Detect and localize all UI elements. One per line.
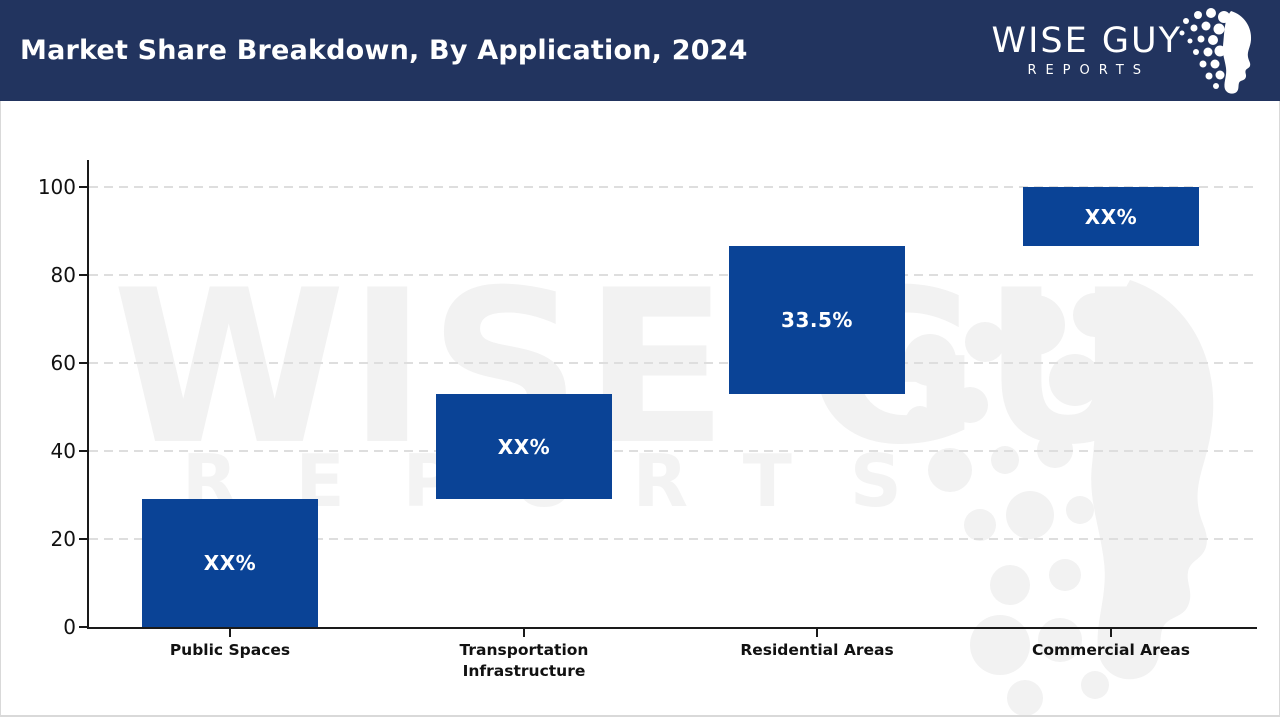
brand-subname: REPORTS [1027, 62, 1151, 78]
bar-segment: XX% [436, 393, 612, 500]
x-category-label: Transportation Infrastructure [459, 641, 589, 680]
y-tick [79, 362, 87, 364]
x-tick [523, 629, 525, 637]
y-tick-label: 60 [50, 351, 76, 375]
gridline [89, 186, 1256, 188]
x-category-label: Public Spaces [169, 641, 291, 659]
y-tick [79, 274, 87, 276]
bar-segment: XX% [1023, 187, 1199, 247]
x-category-label: Residential Areas [740, 641, 894, 659]
x-tick [229, 629, 231, 637]
y-tick-label: 20 [50, 527, 76, 551]
brand-logo-text: WISE GUY REPORTS [991, 20, 1182, 78]
page-border-bottom [0, 715, 1280, 717]
gridline [89, 274, 1256, 276]
x-category-label: Commercial Areas [1032, 641, 1190, 659]
y-tick-label: 0 [63, 615, 76, 639]
y-tick [79, 626, 87, 628]
bar-segment: 33.5% [729, 246, 905, 394]
y-tick [79, 538, 87, 540]
bar-value-label: 33.5% [781, 308, 853, 333]
bar-value-label: XX% [497, 434, 551, 459]
brand-logo: WISE GUY REPORTS [991, 7, 1254, 95]
brand-name: WISE GUY [991, 20, 1182, 61]
y-tick-label: 100 [37, 175, 76, 199]
page-title: Market Share Breakdown, By Application, … [20, 35, 748, 66]
y-axis-line [87, 160, 89, 629]
y-tick-label: 40 [50, 439, 76, 463]
watermark-dotted-head [904, 280, 1214, 716]
y-tick [79, 450, 87, 452]
gridline [89, 362, 1256, 364]
dotted-head-icon [1179, 7, 1252, 94]
bar-value-label: XX% [203, 551, 257, 576]
bar-value-label: XX% [1084, 204, 1138, 229]
bar-segment: XX% [142, 499, 318, 627]
y-tick-label: 80 [50, 263, 76, 287]
gridline [89, 538, 1256, 540]
y-tick [79, 186, 87, 188]
header-bar: Market Share Breakdown, By Application, … [0, 0, 1280, 101]
watermark-text: WISE GU [112, 244, 1157, 491]
x-tick [1110, 629, 1112, 637]
x-axis-line [87, 627, 1257, 629]
gridline [89, 450, 1256, 452]
x-tick [816, 629, 818, 637]
page-border-left [0, 101, 1, 717]
